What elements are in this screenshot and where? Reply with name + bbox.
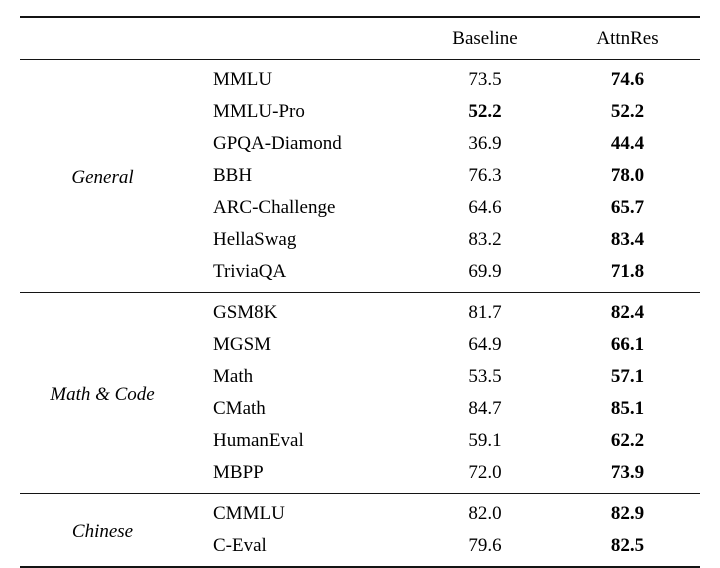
attnres-value: 82.9 [610, 503, 645, 524]
attnres-value: 65.7 [610, 197, 645, 218]
baseline-value: 36.9 [468, 133, 502, 154]
table-row: GPQA-Diamond 36.9 44.4 [20, 128, 700, 160]
benchmark-name: ARC-Challenge [213, 197, 336, 218]
baseline-value: 73.5 [468, 69, 502, 90]
attnres-value: 73.9 [610, 462, 645, 483]
table-row: Chinese CMMLU 82.0 82.9 [20, 494, 700, 542]
baseline-value: 72.0 [468, 462, 502, 483]
attnres-value: 83.4 [610, 229, 645, 250]
table-header: Baseline AttnRes [20, 17, 700, 60]
benchmark-name: HumanEval [213, 430, 304, 451]
baseline-value: 64.9 [468, 334, 502, 355]
table-row: CMath 84.7 85.1 [20, 393, 700, 425]
header-row: Baseline AttnRes [20, 17, 700, 60]
table-row: Math 53.5 57.1 [20, 361, 700, 393]
benchmark-name: CMath [213, 398, 266, 419]
attnres-value: 74.6 [610, 69, 645, 90]
baseline-value: 76.3 [468, 165, 502, 186]
group-general: General MMLU 73.5 74.6 MMLU-Pro 52.2 52.2 GPQA-… [20, 60, 700, 293]
benchmark-name: Math [213, 366, 254, 387]
attnres-value: 44.4 [610, 133, 645, 154]
header-group-cell [20, 17, 185, 60]
attnres-value: 82.4 [610, 302, 645, 323]
baseline-value: 82.0 [468, 503, 502, 524]
header-benchmark-cell [185, 17, 415, 60]
header-baseline: Baseline [415, 17, 555, 60]
benchmark-name: C-Eval [213, 535, 267, 556]
benchmark-name: GPQA-Diamond [213, 133, 342, 154]
group-chinese: Chinese CMMLU 82.0 82.9 C-Eval 79.6 82.5 [20, 494, 700, 568]
baseline-value: 64.6 [468, 197, 502, 218]
table-row: HellaSwag 83.2 83.4 [20, 224, 700, 256]
baseline-value: 84.7 [468, 398, 502, 419]
benchmark-name: CMMLU [213, 503, 285, 524]
header-attnres: AttnRes [555, 17, 700, 60]
group-label: Chinese [71, 521, 134, 542]
group-math-code: Math & Code GSM8K 81.7 82.4 MGSM 64.9 66.1 Math… [20, 293, 700, 494]
table-row: HumanEval 59.1 62.2 [20, 425, 700, 457]
attnres-value: 78.0 [610, 165, 645, 186]
baseline-value: 59.1 [468, 430, 502, 451]
attnres-value: 57.1 [610, 366, 645, 387]
benchmark-name: MBPP [213, 462, 264, 483]
attnres-value: 52.2 [610, 101, 645, 122]
baseline-value: 69.9 [468, 261, 502, 282]
table-row: BBH 76.3 78.0 [20, 160, 700, 192]
benchmark-name: HellaSwag [213, 229, 297, 250]
table-row: MMLU-Pro 52.2 52.2 [20, 96, 700, 128]
attnres-value: 62.2 [610, 430, 645, 451]
benchmark-name: MMLU-Pro [213, 101, 305, 122]
table-row: ARC-Challenge 64.6 65.7 [20, 192, 700, 224]
benchmark-name: GSM8K [213, 302, 278, 323]
benchmark-name: BBH [213, 165, 253, 186]
attnres-value: 82.5 [610, 535, 645, 556]
baseline-value: 53.5 [468, 366, 502, 387]
benchmark-name: TriviaQA [213, 261, 287, 282]
group-label: General [71, 167, 134, 188]
attnres-value: 85.1 [610, 398, 645, 419]
benchmark-results-table: Baseline AttnRes General MMLU 73.5 74.6 MMLU… [20, 16, 700, 568]
table-row: MGSM 64.9 66.1 [20, 329, 700, 361]
table-row: Math & Code GSM8K 81.7 82.4 [20, 293, 700, 405]
attnres-value: 71.8 [610, 261, 645, 282]
baseline-value: 79.6 [468, 535, 502, 556]
baseline-value: 52.2 [468, 101, 502, 122]
table-row: TriviaQA 69.9 71.8 [20, 256, 700, 293]
benchmark-name: MMLU [213, 69, 273, 90]
attnres-value: 66.1 [610, 334, 645, 355]
group-label: Math & Code [50, 384, 155, 405]
table-row: General MMLU 73.5 74.6 [20, 60, 700, 188]
table-row: MBPP 72.0 73.9 [20, 457, 700, 494]
benchmark-name: MGSM [213, 334, 272, 355]
baseline-value: 83.2 [468, 229, 502, 250]
baseline-value: 81.7 [468, 302, 502, 323]
